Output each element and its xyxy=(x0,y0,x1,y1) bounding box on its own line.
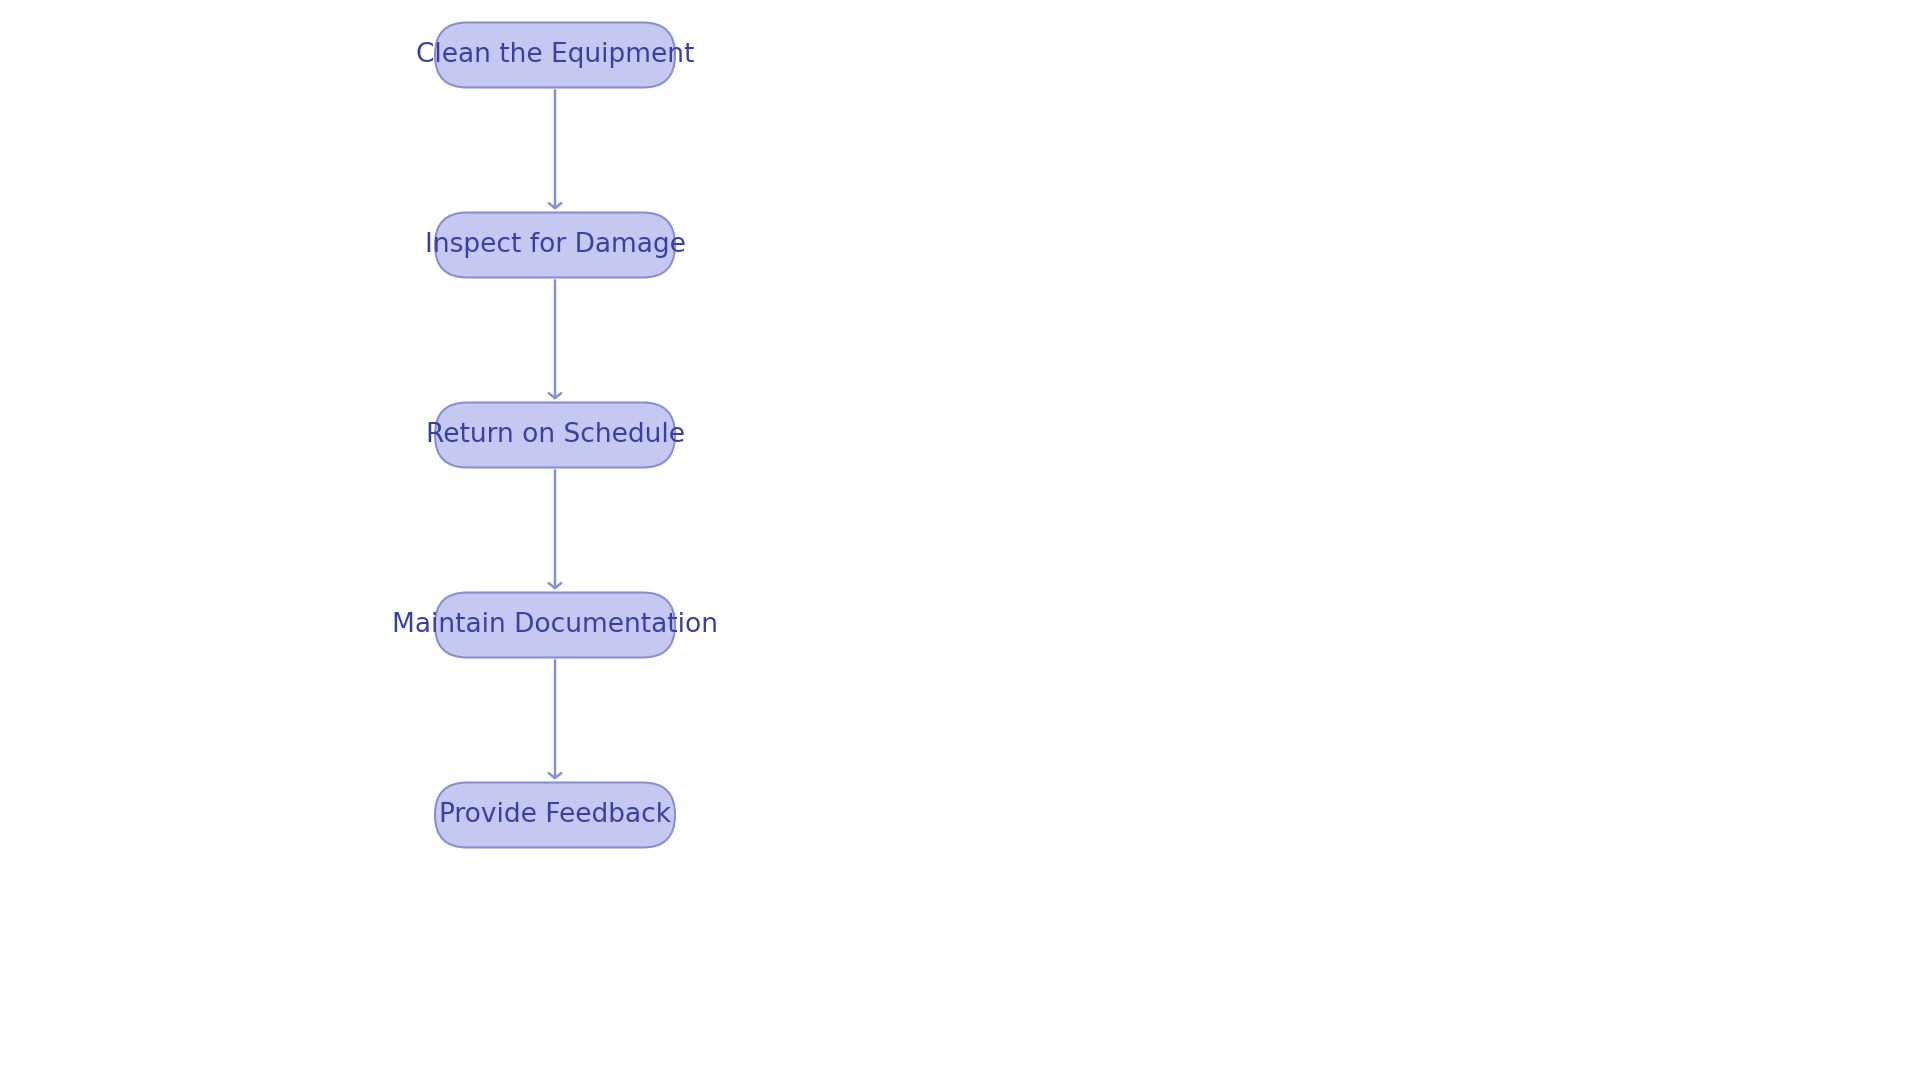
Text: Inspect for Damage: Inspect for Damage xyxy=(424,232,685,258)
FancyBboxPatch shape xyxy=(436,212,676,277)
FancyBboxPatch shape xyxy=(436,783,676,848)
Text: Return on Schedule: Return on Schedule xyxy=(426,422,685,448)
FancyBboxPatch shape xyxy=(436,403,676,468)
FancyBboxPatch shape xyxy=(436,592,676,657)
Text: Provide Feedback: Provide Feedback xyxy=(440,803,670,828)
Text: Clean the Equipment: Clean the Equipment xyxy=(417,42,695,68)
Text: Maintain Documentation: Maintain Documentation xyxy=(392,612,718,638)
FancyBboxPatch shape xyxy=(436,23,676,88)
